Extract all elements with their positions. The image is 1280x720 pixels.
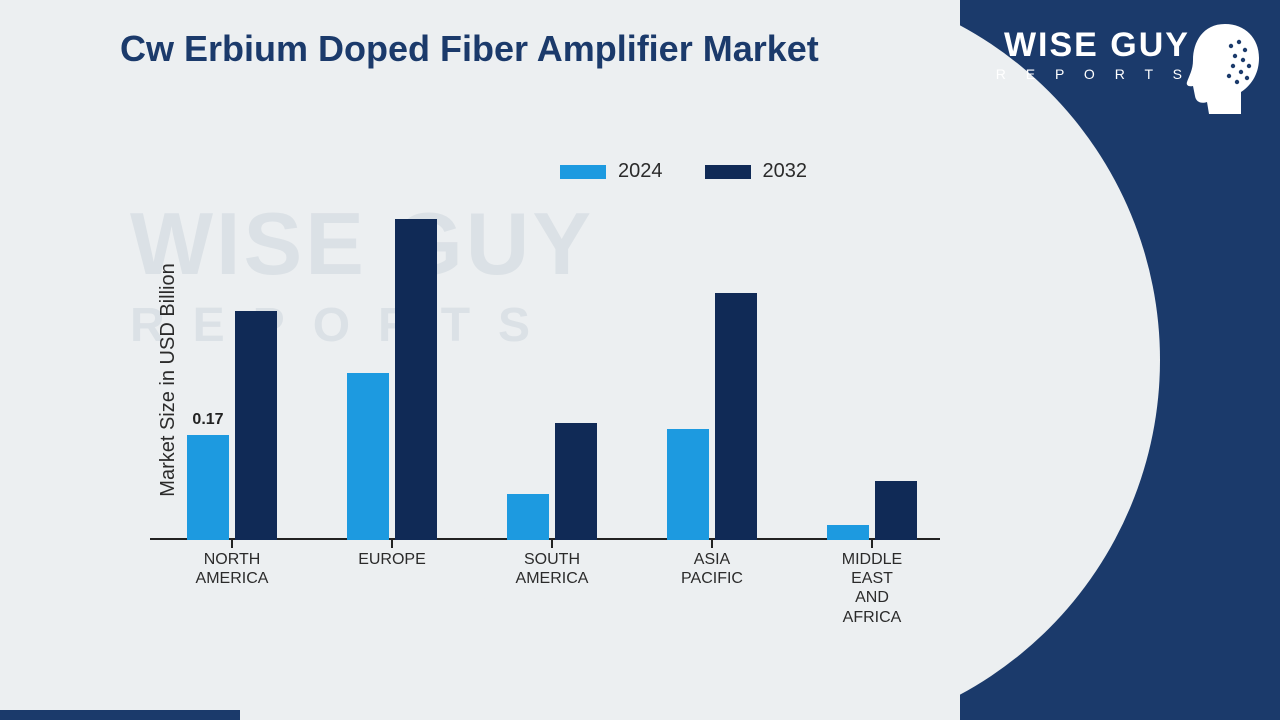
bottom-accent-bar <box>0 710 240 720</box>
bar-value-label: 0.17 <box>192 411 223 429</box>
x-tick <box>391 540 393 548</box>
category-label: EUROPE <box>322 550 462 569</box>
legend-item-2032: 2032 <box>705 160 808 183</box>
x-tick <box>231 540 233 548</box>
category-label: NORTH AMERICA <box>162 550 302 588</box>
legend-item-2024: 2024 <box>560 160 663 183</box>
category-label: MIDDLE EAST AND AFRICA <box>802 550 942 627</box>
brand-logo: WISE GUY R E P O R T S <box>980 28 1260 108</box>
x-tick <box>711 540 713 548</box>
bar <box>875 481 917 540</box>
x-tick <box>871 540 873 548</box>
bar <box>347 373 389 540</box>
bar-group: MIDDLE EAST AND AFRICA <box>810 481 934 540</box>
infographic-canvas: WISE GUY R E P O R T S Cw Erbium Doped F… <box>0 0 1280 720</box>
plot-area: NORTH AMERICA EUROPE SOUTH AMERICA ASIA PAC… <box>150 200 940 540</box>
legend-label-2024: 2024 <box>618 160 663 183</box>
legend: 2024 2032 <box>560 160 807 183</box>
bar-group: SOUTH AMERICA <box>490 423 614 540</box>
legend-swatch-2032 <box>705 165 751 179</box>
head-icon <box>1184 22 1266 122</box>
bar <box>187 435 229 540</box>
category-label: ASIA PACIFIC <box>642 550 782 588</box>
bar <box>507 494 549 540</box>
legend-label-2032: 2032 <box>763 160 808 183</box>
x-tick <box>551 540 553 548</box>
bar <box>555 423 597 540</box>
bar <box>395 219 437 540</box>
bar-chart: Market Size in USD Billion 2024 2032 NOR… <box>80 160 940 600</box>
bar-group: NORTH AMERICA <box>170 311 294 540</box>
bar <box>667 429 709 540</box>
bar <box>827 525 869 540</box>
chart-title: Cw Erbium Doped Fiber Amplifier Market <box>120 28 819 69</box>
bar <box>235 311 277 540</box>
bar-group: ASIA PACIFIC <box>650 293 774 540</box>
bar <box>715 293 757 540</box>
legend-swatch-2024 <box>560 165 606 179</box>
bar-group: EUROPE <box>330 219 454 540</box>
category-label: SOUTH AMERICA <box>482 550 622 588</box>
